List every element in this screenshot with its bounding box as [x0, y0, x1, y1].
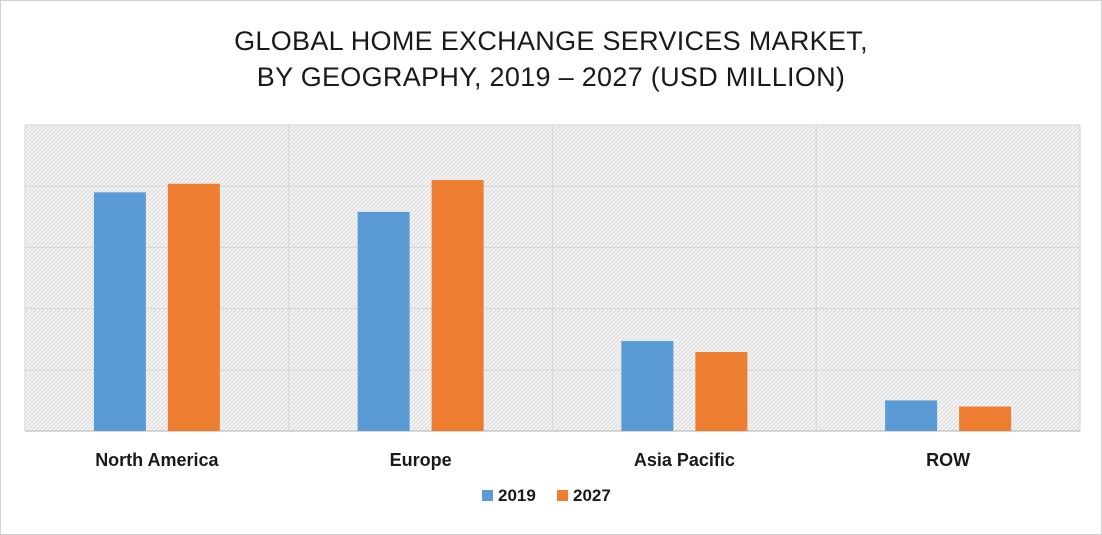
legend-label-2027: 2027: [573, 486, 611, 505]
bar-2019-row: [885, 400, 938, 431]
chart-title: GLOBAL HOME EXCHANGE SERVICES MARKET, BY…: [1, 23, 1101, 95]
bar-2019-asia-pacific: [621, 341, 674, 431]
category-label: Europe: [390, 450, 452, 470]
legend-label-2019: 2019: [498, 486, 536, 505]
bar-2027-north-america: [167, 183, 220, 431]
bar-2027-row: [959, 406, 1012, 431]
chart-title-line-2: BY GEOGRAPHY, 2019 – 2027 (USD MILLION): [256, 62, 846, 92]
bar-2027-asia-pacific: [695, 352, 748, 431]
bar-2019-europe: [357, 211, 410, 431]
category-label: Asia Pacific: [634, 450, 735, 470]
category-label: ROW: [926, 450, 970, 470]
bar-2019-north-america: [93, 192, 146, 431]
legend-swatch-2019: [482, 490, 493, 501]
bar-2027-europe: [431, 180, 484, 431]
chart-title-line-1: GLOBAL HOME EXCHANGE SERVICES MARKET,: [234, 26, 868, 56]
legend-swatch-2027: [557, 490, 568, 501]
category-label: North America: [95, 450, 219, 470]
